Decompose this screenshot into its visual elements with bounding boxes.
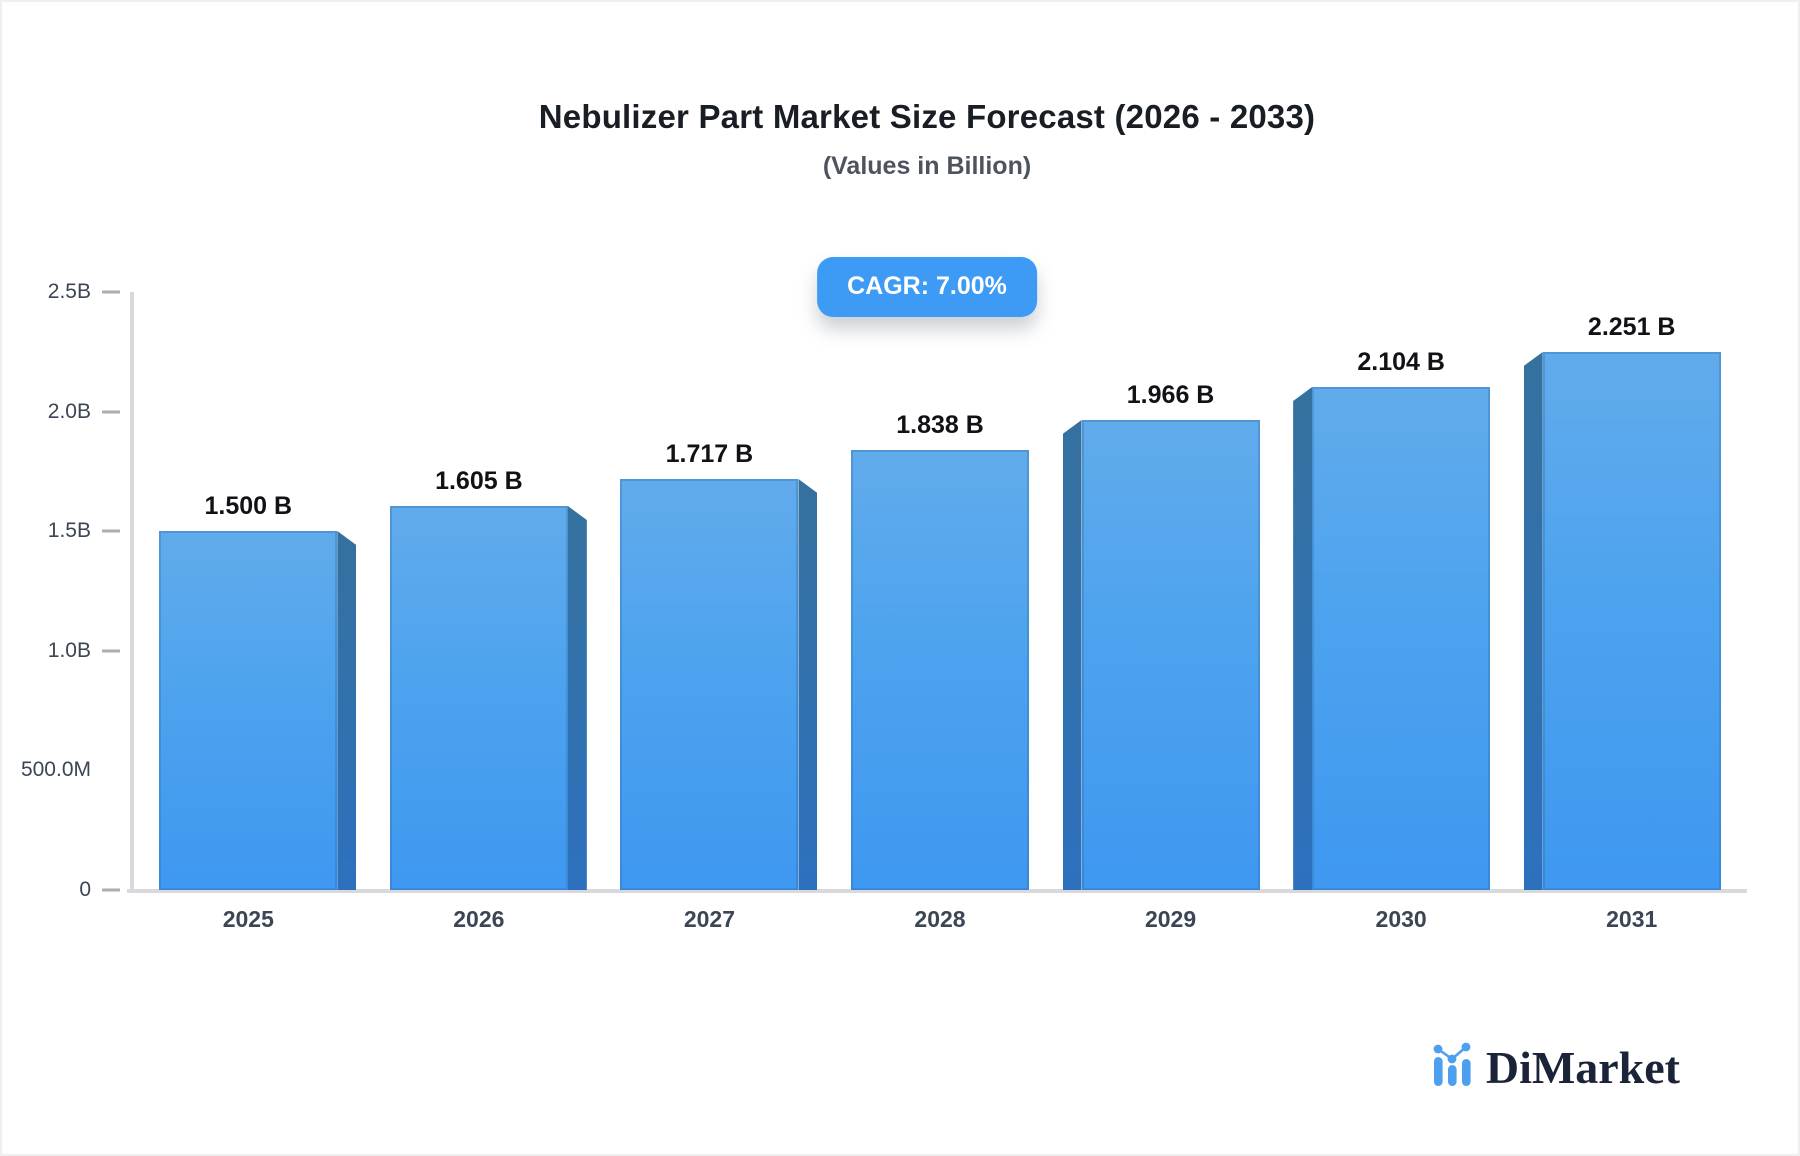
x-axis-label-2030: 2030 bbox=[1375, 906, 1427, 932]
bar-side-3d bbox=[798, 479, 818, 890]
bar-group-2025: 1.500 B 2025 bbox=[133, 292, 1747, 932]
bar-group-2031: 2.251 B 2031 bbox=[133, 292, 1747, 932]
y-axis-tick-dash bbox=[102, 888, 120, 892]
plot-area: 2.5B 2.0B 1.5B 1.0B 500.0M 0 1.500 B 2025 1.605… bbox=[21, 280, 1747, 932]
x-axis-label-2026: 2026 bbox=[453, 906, 505, 932]
bar-value-label: 2.104 B bbox=[1357, 348, 1445, 376]
bar-value-label: 1.966 B bbox=[1126, 381, 1215, 409]
chart-subtitle: (Values in Billion) bbox=[822, 152, 1032, 180]
y-axis-tick-dash bbox=[102, 649, 120, 653]
bar-value-label: 1.605 B bbox=[435, 467, 523, 495]
chart-title: Nebulizer Part Market Size Forecast (202… bbox=[538, 98, 1316, 135]
brand-name: DiMarket bbox=[1485, 1042, 1680, 1093]
x-axis-label-2029: 2029 bbox=[1144, 906, 1197, 932]
bar-2030[interactable] bbox=[1312, 387, 1491, 890]
bar-2029[interactable] bbox=[1081, 420, 1260, 890]
x-axis-label-2028: 2028 bbox=[914, 906, 966, 932]
bar-side-3d bbox=[1293, 387, 1313, 890]
heading-block: Nebulizer Part Market Size Forecast (202… bbox=[42, 2, 1798, 317]
y-axis-tick-dash bbox=[102, 529, 120, 533]
bar-group-2027: 1.717 B 2027 bbox=[133, 292, 1747, 932]
bar-line-chart-icon bbox=[1432, 1040, 1474, 1091]
y-axis-tick-dash bbox=[102, 290, 120, 294]
bar-group-2028: 1.838 B 2028 bbox=[133, 292, 1747, 932]
x-axis-label-2025: 2025 bbox=[222, 906, 274, 932]
bar-value-label: 1.717 B bbox=[665, 440, 754, 468]
y-axis-tick-label: 500.0M bbox=[20, 758, 91, 782]
y-axis-tick-label: 0 bbox=[79, 878, 91, 901]
bar-2025[interactable] bbox=[159, 531, 338, 890]
bar-side-3d bbox=[1062, 420, 1082, 890]
bar-2028[interactable] bbox=[851, 450, 1029, 890]
cagr-badge: CAGR: 7.00% bbox=[817, 257, 1037, 317]
x-axis-line bbox=[127, 889, 1747, 893]
bar-value-label: 2.251 B bbox=[1587, 313, 1676, 341]
brand-watermark: DiMarket bbox=[1432, 1040, 1680, 1091]
bar-side-3d bbox=[1523, 352, 1543, 890]
bar-2027[interactable] bbox=[620, 479, 799, 890]
x-axis-label-2031: 2031 bbox=[1606, 906, 1658, 932]
y-axis-tick-label: 1.5B bbox=[47, 519, 91, 543]
y-axis-line bbox=[130, 292, 134, 890]
y-axis-tick-label: 1.0B bbox=[47, 638, 91, 662]
bar-group-2030: 2.104 B 2030 bbox=[133, 292, 1747, 932]
bar-2031[interactable] bbox=[1542, 352, 1721, 890]
bar-2026[interactable] bbox=[389, 506, 568, 890]
y-axis-tick-label: 2.0B bbox=[47, 399, 91, 423]
bar-group-2026: 1.605 B 2026 bbox=[133, 292, 1747, 932]
bar-value-label: 1.500 B bbox=[204, 492, 293, 520]
x-axis-label-2027: 2027 bbox=[683, 906, 736, 932]
bar-value-label: 1.838 B bbox=[896, 411, 984, 439]
bar-side-3d bbox=[337, 531, 357, 890]
y-axis-tick-dash bbox=[102, 410, 120, 414]
bar-group-2029: 1.966 B 2029 bbox=[133, 292, 1747, 932]
y-axis-tick-label: 2.5B bbox=[47, 280, 91, 303]
bar-side-3d bbox=[567, 506, 587, 890]
